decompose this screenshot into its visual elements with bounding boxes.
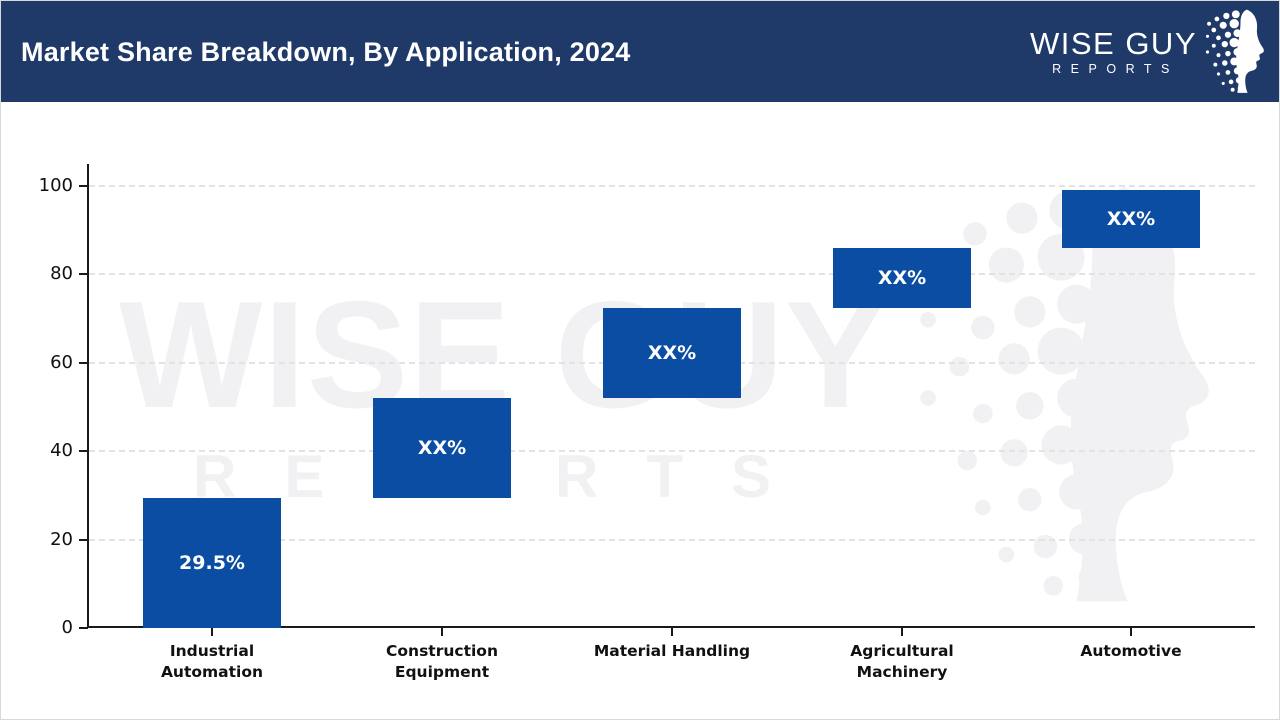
x-axis-category-label: Automotive [1080,642,1182,660]
y-axis-tick [79,450,88,453]
bar-value-label: XX% [647,341,697,364]
gridline-40 [89,450,1255,453]
y-axis-tick-label: 100 [38,175,73,196]
y-axis-tick [79,273,88,276]
x-axis-tick [1130,628,1132,636]
x-axis-tick [211,628,213,636]
page-title: Market Share Breakdown, By Application, … [21,37,631,67]
y-axis-tick-label: 80 [50,263,73,285]
header-banner: Market Share Breakdown, By Application, … [1,1,1279,102]
x-axis-tick [671,628,673,636]
y-axis-tick-label: 20 [50,528,73,550]
logo-subtext: REPORTS [1052,62,1179,77]
y-axis-tick-label: 0 [61,617,73,638]
y-axis-tick-label: 60 [50,351,73,373]
bar-automotive: XX% [1062,190,1200,248]
gridline-80 [89,273,1255,276]
y-axis-tick-label: 40 [50,440,73,462]
bar-agricultural-machinery: XX% [833,247,971,308]
bar-value-label: XX% [877,266,927,289]
bar-value-label: XX% [417,436,467,459]
gridline-100 [89,185,1255,187]
logo-wordmark: WISE GUY [1029,25,1197,61]
wiseguy-logo: WISE GUY REPORTS [1030,5,1271,99]
bar-construction-equipment: XX% [373,398,511,498]
x-axis-category-label: Industrial Automation [160,642,264,681]
y-axis-line [87,164,89,628]
x-axis-category-label: Agricultural Machinery [850,642,954,681]
bar-value-label: XX% [1106,208,1156,231]
logo-text: WISE GUY REPORTS [1029,25,1197,77]
gridline-20 [89,538,1255,541]
x-axis-line [87,626,1255,628]
x-axis-tick [441,628,443,636]
x-axis-category-label: Material Handling [593,642,751,660]
y-axis-tick [79,361,88,364]
y-axis-tick [79,538,88,541]
y-axis-tick [79,185,88,187]
bar-value-label: 29.5% [179,551,245,574]
x-axis-tick [901,628,903,636]
x-axis-category-label: Construction Equipment [386,642,498,681]
y-axis-tick [79,627,88,629]
bar-industrial-automation: 29.5% [143,497,281,628]
bar-material-handling: XX% [603,307,741,399]
